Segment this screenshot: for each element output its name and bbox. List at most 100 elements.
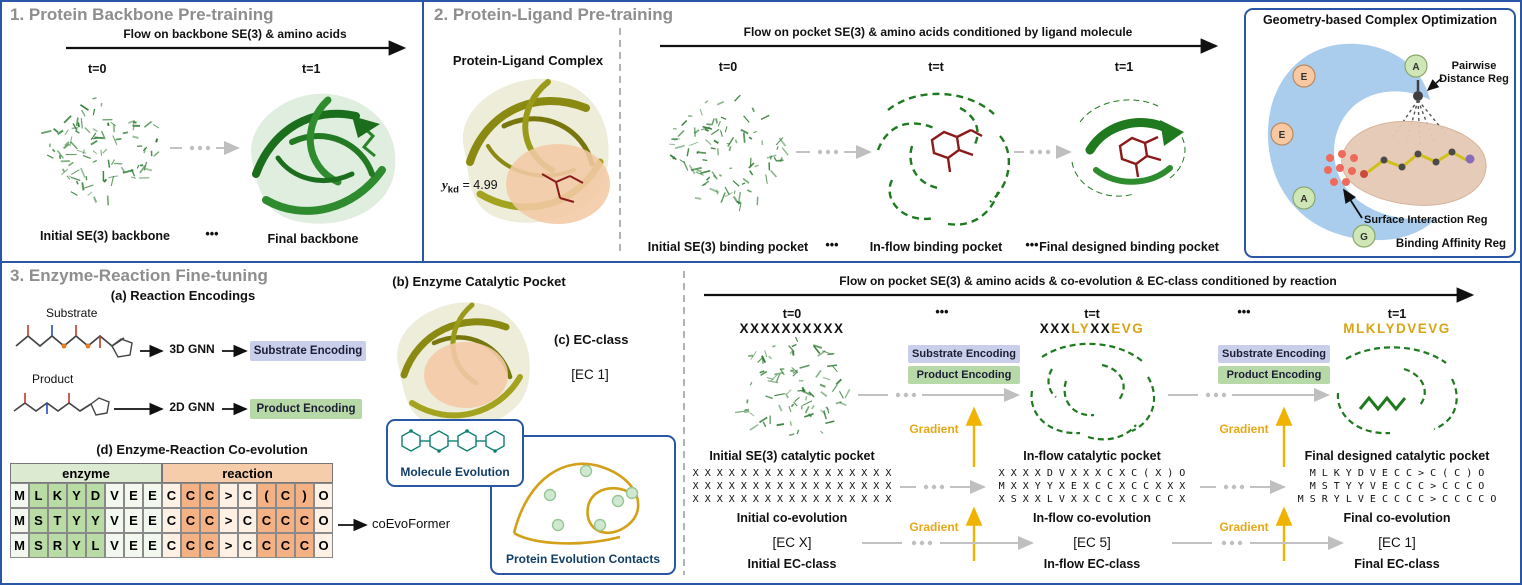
sequence-t1: MLKLYDVEVG [1343, 321, 1451, 336]
ykd-sub: kd [447, 184, 459, 196]
ellipsis-dots: ••• [205, 227, 219, 241]
panel-enzyme-reaction-finetuning: 3. Enzyme-Reaction Fine-tuning (a) React… [0, 261, 1522, 585]
panel2-graphics [462, 28, 1219, 256]
coevo-cell: C [257, 508, 276, 533]
molecule-evolution-label: Molecule Evolution [400, 465, 510, 480]
coevo-cell: C [162, 483, 181, 508]
coevo-line: X X X X X X X X X X X X X X X X X [692, 468, 892, 479]
coevo-cell: E [124, 483, 143, 508]
coevo-line: M S T Y Y V E C C C > C C C O [1309, 481, 1485, 492]
coevo-cell: E [143, 483, 162, 508]
gnn-3d-label: 3D GNN [169, 342, 215, 356]
inflow-ec-label: In-flow EC-class [1043, 557, 1141, 571]
substrate-molecule-graphic [15, 325, 133, 358]
coevo-cell: M [10, 508, 29, 533]
coevo-cell: C [181, 533, 200, 558]
ec-final-value: [EC 1] [1378, 535, 1416, 550]
seq-part: XXX [1039, 321, 1072, 336]
pairwise-distance-label: Pairwise Distance Reg [1439, 60, 1509, 85]
ligand-sticks [930, 128, 983, 173]
residue-label: E [1301, 72, 1308, 83]
coevo-cell: K [48, 483, 67, 508]
coevo-cell: O [314, 533, 333, 558]
final-coevolution-block: M L K Y D V E C C > C ( C ) O M S T Y Y V… [1290, 467, 1504, 506]
coevo-cell: L [86, 533, 105, 558]
gradient-label: Gradient [909, 520, 959, 534]
ligand-sticks [1118, 135, 1162, 178]
protein-contacts-graphic [512, 462, 640, 545]
coevo-cell: C [238, 508, 257, 533]
coevo-cell: R [48, 533, 67, 558]
binding-pocket-highlight [506, 144, 610, 224]
final-coevolution-label: Final co-evolution [1343, 511, 1451, 525]
protein-ligand-complex-graphic [462, 78, 610, 224]
coevo-cell: C [276, 483, 295, 508]
gnn-2d-label: 2D GNN [169, 400, 215, 414]
coevo-line: X S X X L V X X C C X C X C C X [998, 494, 1186, 505]
panel3-t1-label: t=1 [1387, 307, 1407, 321]
coevo-cell: E [143, 508, 162, 533]
ec-class-value: [EC 1] [571, 367, 609, 382]
coevo-cell: > [219, 483, 238, 508]
surface-interaction-label: Surface Interaction Reg [1364, 214, 1488, 226]
final-backbone-label: Final backbone [267, 232, 359, 246]
ligand-sticks [541, 173, 584, 203]
coevo-cell: C [276, 508, 295, 533]
coevo-cell: D [86, 483, 105, 508]
panel3-t0-label: t=0 [782, 307, 802, 321]
inflow-coevolution-block: X X X X D V X X X C X C ( X ) O M X X Y Y… [990, 467, 1194, 506]
inflow-binding-pocket-graphic [876, 92, 1011, 226]
coevo-table-row: M L K Y D V E E C C C > C(C) O [10, 483, 333, 508]
progress-dots-arrow [862, 536, 1034, 550]
ellipsis-dots: ••• [935, 305, 949, 319]
coevo-cell: T [48, 508, 67, 533]
seq-part-gold: EVG [1111, 321, 1145, 336]
inflow-catalytic-pocket-graphic [1030, 342, 1156, 441]
protein-contacts-label: Protein Evolution Contacts [505, 552, 660, 567]
final-backbone-graphic [251, 93, 396, 224]
coevoformer-label: coEvoFormer [372, 516, 451, 531]
progress-dots-arrow [1200, 480, 1286, 494]
coevo-line: M S R Y L V E C C C C > C C C C O [1297, 494, 1497, 505]
coevo-cell: O [314, 483, 333, 508]
enzyme-catalytic-pocket-graphic [397, 302, 530, 429]
panel1-t0-label: t=0 [88, 62, 107, 76]
final-binding-pocket-label: Final designed binding pocket [1039, 240, 1219, 254]
sequence-tt: XXXLYXXEVG [1002, 321, 1182, 337]
initial-coevolution-label: Initial co-evolution [736, 511, 848, 525]
panel2-t0-label: t=0 [718, 60, 738, 74]
inflow-coevolution-label: In-flow co-evolution [1032, 511, 1152, 525]
enzyme-header: enzyme [10, 463, 162, 483]
initial-catalytic-pocket-label: Initial SE(3) catalytic pocket [709, 449, 875, 463]
coevo-cell: C [200, 533, 219, 558]
progress-dots-arrow [900, 480, 986, 494]
binding-affinity-label: Binding Affinity Reg [1395, 237, 1506, 250]
substrate-encoding-box: Substrate Encoding [908, 345, 1020, 363]
molecule-evolution-graphic [401, 429, 505, 453]
geometry-optimization-graphic: E A E A G [1267, 43, 1487, 248]
coevo-cell: C [200, 508, 219, 533]
panel-protein-ligand-pretraining: 2. Protein-Ligand Pre-training Protein-L… [422, 0, 1522, 263]
ellipsis-dots: ••• [1237, 305, 1251, 319]
surface-pointer-arrow [1343, 188, 1363, 219]
coevo-cell: L [29, 483, 48, 508]
progress-dots-arrow [1168, 388, 1330, 402]
coevo-cell: > [219, 508, 238, 533]
panel1-t1-label: t=1 [302, 62, 321, 76]
catalytic-pocket-highlight [424, 342, 508, 408]
inflow-binding-pocket-label: In-flow binding pocket [869, 240, 1003, 254]
coevo-cell: Y [67, 533, 86, 558]
gradient-label: Gradient [909, 422, 959, 436]
coevolution-table-body: M L K Y D V E E C C C > C(C) O M S T Y Y V E E C C C > C C C C O M S R Y L V… [10, 483, 333, 558]
coevo-cell: C [181, 508, 200, 533]
panel3-tt-label: t=t [1084, 307, 1100, 321]
panel-backbone-pretraining: 1. Protein Backbone Pre-training Flow on… [0, 0, 424, 263]
panel3-flow-label: Flow on pocket SE(3) & amino acids & co-… [839, 274, 1337, 288]
surface-interaction-dots [1324, 150, 1358, 186]
product-label: Product [32, 372, 74, 386]
residue-label: E [1279, 130, 1286, 141]
residue-label: A [1300, 194, 1307, 205]
initial-backbone-scatter-graphic [41, 97, 160, 206]
coevo-cell: C [295, 533, 314, 558]
product-encoding-box: Product Encoding [908, 366, 1020, 384]
